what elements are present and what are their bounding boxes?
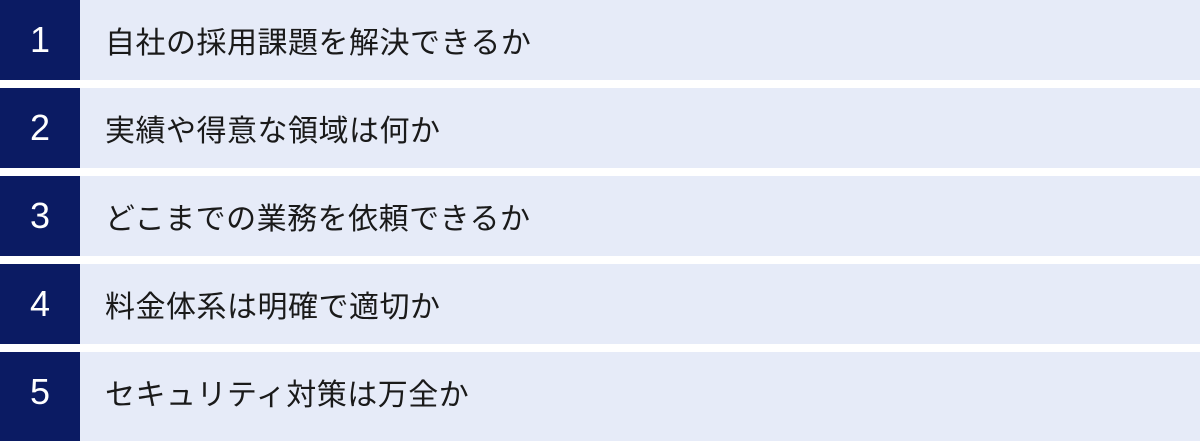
- list-item: 2 実績や得意な領域は何か: [0, 88, 1200, 168]
- item-number-badge: 2: [0, 88, 80, 168]
- item-number-badge: 1: [0, 0, 80, 80]
- item-label: 実績や得意な領域は何か: [80, 88, 1200, 168]
- list-item: 4 料金体系は明確で適切か: [0, 264, 1200, 344]
- item-number-badge: 4: [0, 264, 80, 344]
- list-item: 5 セキュリティ対策は万全か: [0, 352, 1200, 441]
- list-item: 3 どこまでの業務を依頼できるか: [0, 176, 1200, 256]
- item-number-badge: 3: [0, 176, 80, 256]
- item-label: 自社の採用課題を解決できるか: [80, 0, 1200, 80]
- item-label: 料金体系は明確で適切か: [80, 264, 1200, 344]
- item-number-badge: 5: [0, 352, 80, 441]
- item-label: どこまでの業務を依頼できるか: [80, 176, 1200, 256]
- item-label: セキュリティ対策は万全か: [80, 352, 1200, 441]
- list-item: 1 自社の採用課題を解決できるか: [0, 0, 1200, 80]
